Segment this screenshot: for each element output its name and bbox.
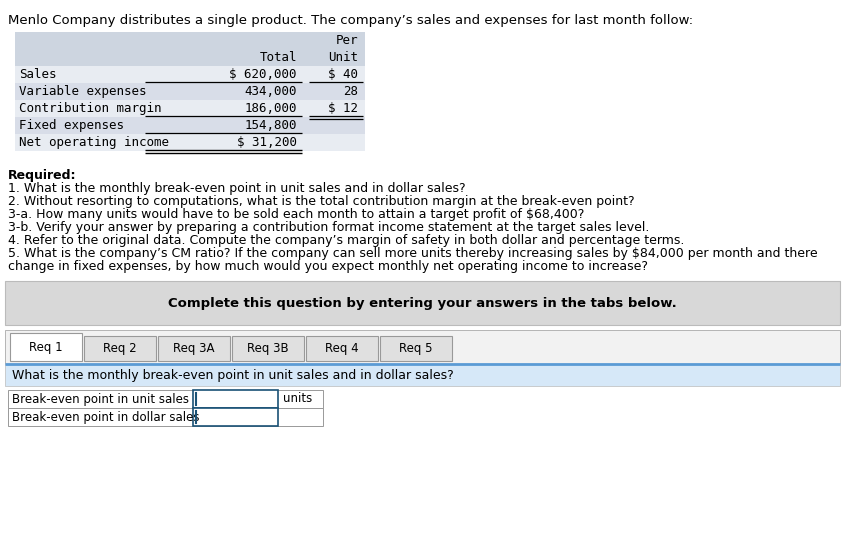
Text: Fixed expenses: Fixed expenses: [19, 119, 124, 132]
Text: Break-even point in dollar sales: Break-even point in dollar sales: [12, 410, 199, 424]
Text: What is the monthly break-even point in unit sales and in dollar sales?: What is the monthly break-even point in …: [12, 368, 453, 382]
Text: Required:: Required:: [8, 169, 77, 182]
Bar: [8, 390, 322, 408]
Text: units: units: [283, 392, 312, 406]
Text: 28: 28: [343, 85, 358, 98]
Text: $ 40: $ 40: [327, 68, 358, 81]
Bar: [15, 100, 365, 117]
Bar: [84, 336, 156, 361]
Text: Unit: Unit: [327, 51, 358, 64]
Text: Sales: Sales: [19, 68, 57, 81]
Text: 4. Refer to the original data. Compute the company’s margin of safety in both do: 4. Refer to the original data. Compute t…: [8, 234, 684, 247]
Text: 3-a. How many units would have to be sold each month to attain a target profit o: 3-a. How many units would have to be sol…: [8, 208, 584, 221]
Text: 5. What is the company’s CM ratio? If the company can sell more units thereby in: 5. What is the company’s CM ratio? If th…: [8, 247, 817, 260]
Text: Req 1: Req 1: [30, 341, 62, 353]
Bar: [5, 330, 839, 364]
Text: 2. Without resorting to computations, what is the total contribution margin at t: 2. Without resorting to computations, wh…: [8, 195, 634, 208]
Bar: [15, 32, 365, 66]
Bar: [15, 117, 365, 134]
Bar: [15, 134, 365, 151]
Text: Req 3B: Req 3B: [247, 342, 289, 355]
Text: Variable expenses: Variable expenses: [19, 85, 146, 98]
Bar: [5, 281, 839, 325]
Text: $ 620,000: $ 620,000: [230, 68, 296, 81]
Text: Complete this question by entering your answers in the tabs below.: Complete this question by entering your …: [168, 296, 676, 310]
Bar: [192, 390, 278, 408]
Bar: [10, 333, 82, 361]
Bar: [15, 83, 365, 100]
Text: Contribution margin: Contribution margin: [19, 102, 161, 115]
Text: Req 2: Req 2: [103, 342, 137, 355]
Bar: [232, 336, 304, 361]
Text: $ 31,200: $ 31,200: [236, 136, 296, 149]
Text: Break-even point in unit sales: Break-even point in unit sales: [12, 392, 189, 406]
Bar: [8, 408, 322, 426]
Bar: [158, 336, 230, 361]
Text: Menlo Company distributes a single product. The company’s sales and expenses for: Menlo Company distributes a single produ…: [8, 14, 692, 27]
Text: 1. What is the monthly break-even point in unit sales and in dollar sales?: 1. What is the monthly break-even point …: [8, 182, 465, 195]
Text: $ 12: $ 12: [327, 102, 358, 115]
Bar: [5, 364, 839, 386]
Text: 3-b. Verify your answer by preparing a contribution format income statement at t: 3-b. Verify your answer by preparing a c…: [8, 221, 648, 234]
Text: Req 5: Req 5: [398, 342, 432, 355]
Text: Net operating income: Net operating income: [19, 136, 169, 149]
Text: 434,000: 434,000: [244, 85, 296, 98]
Text: 154,800: 154,800: [244, 119, 296, 132]
Text: change in fixed expenses, by how much would you expect monthly net operating inc: change in fixed expenses, by how much wo…: [8, 260, 647, 273]
Text: Per: Per: [335, 34, 358, 47]
Bar: [192, 408, 278, 426]
Bar: [380, 336, 452, 361]
Text: Req 4: Req 4: [325, 342, 359, 355]
Text: Total: Total: [259, 51, 296, 64]
Bar: [15, 66, 365, 83]
Text: 186,000: 186,000: [244, 102, 296, 115]
Text: Req 3A: Req 3A: [173, 342, 214, 355]
Bar: [306, 336, 377, 361]
